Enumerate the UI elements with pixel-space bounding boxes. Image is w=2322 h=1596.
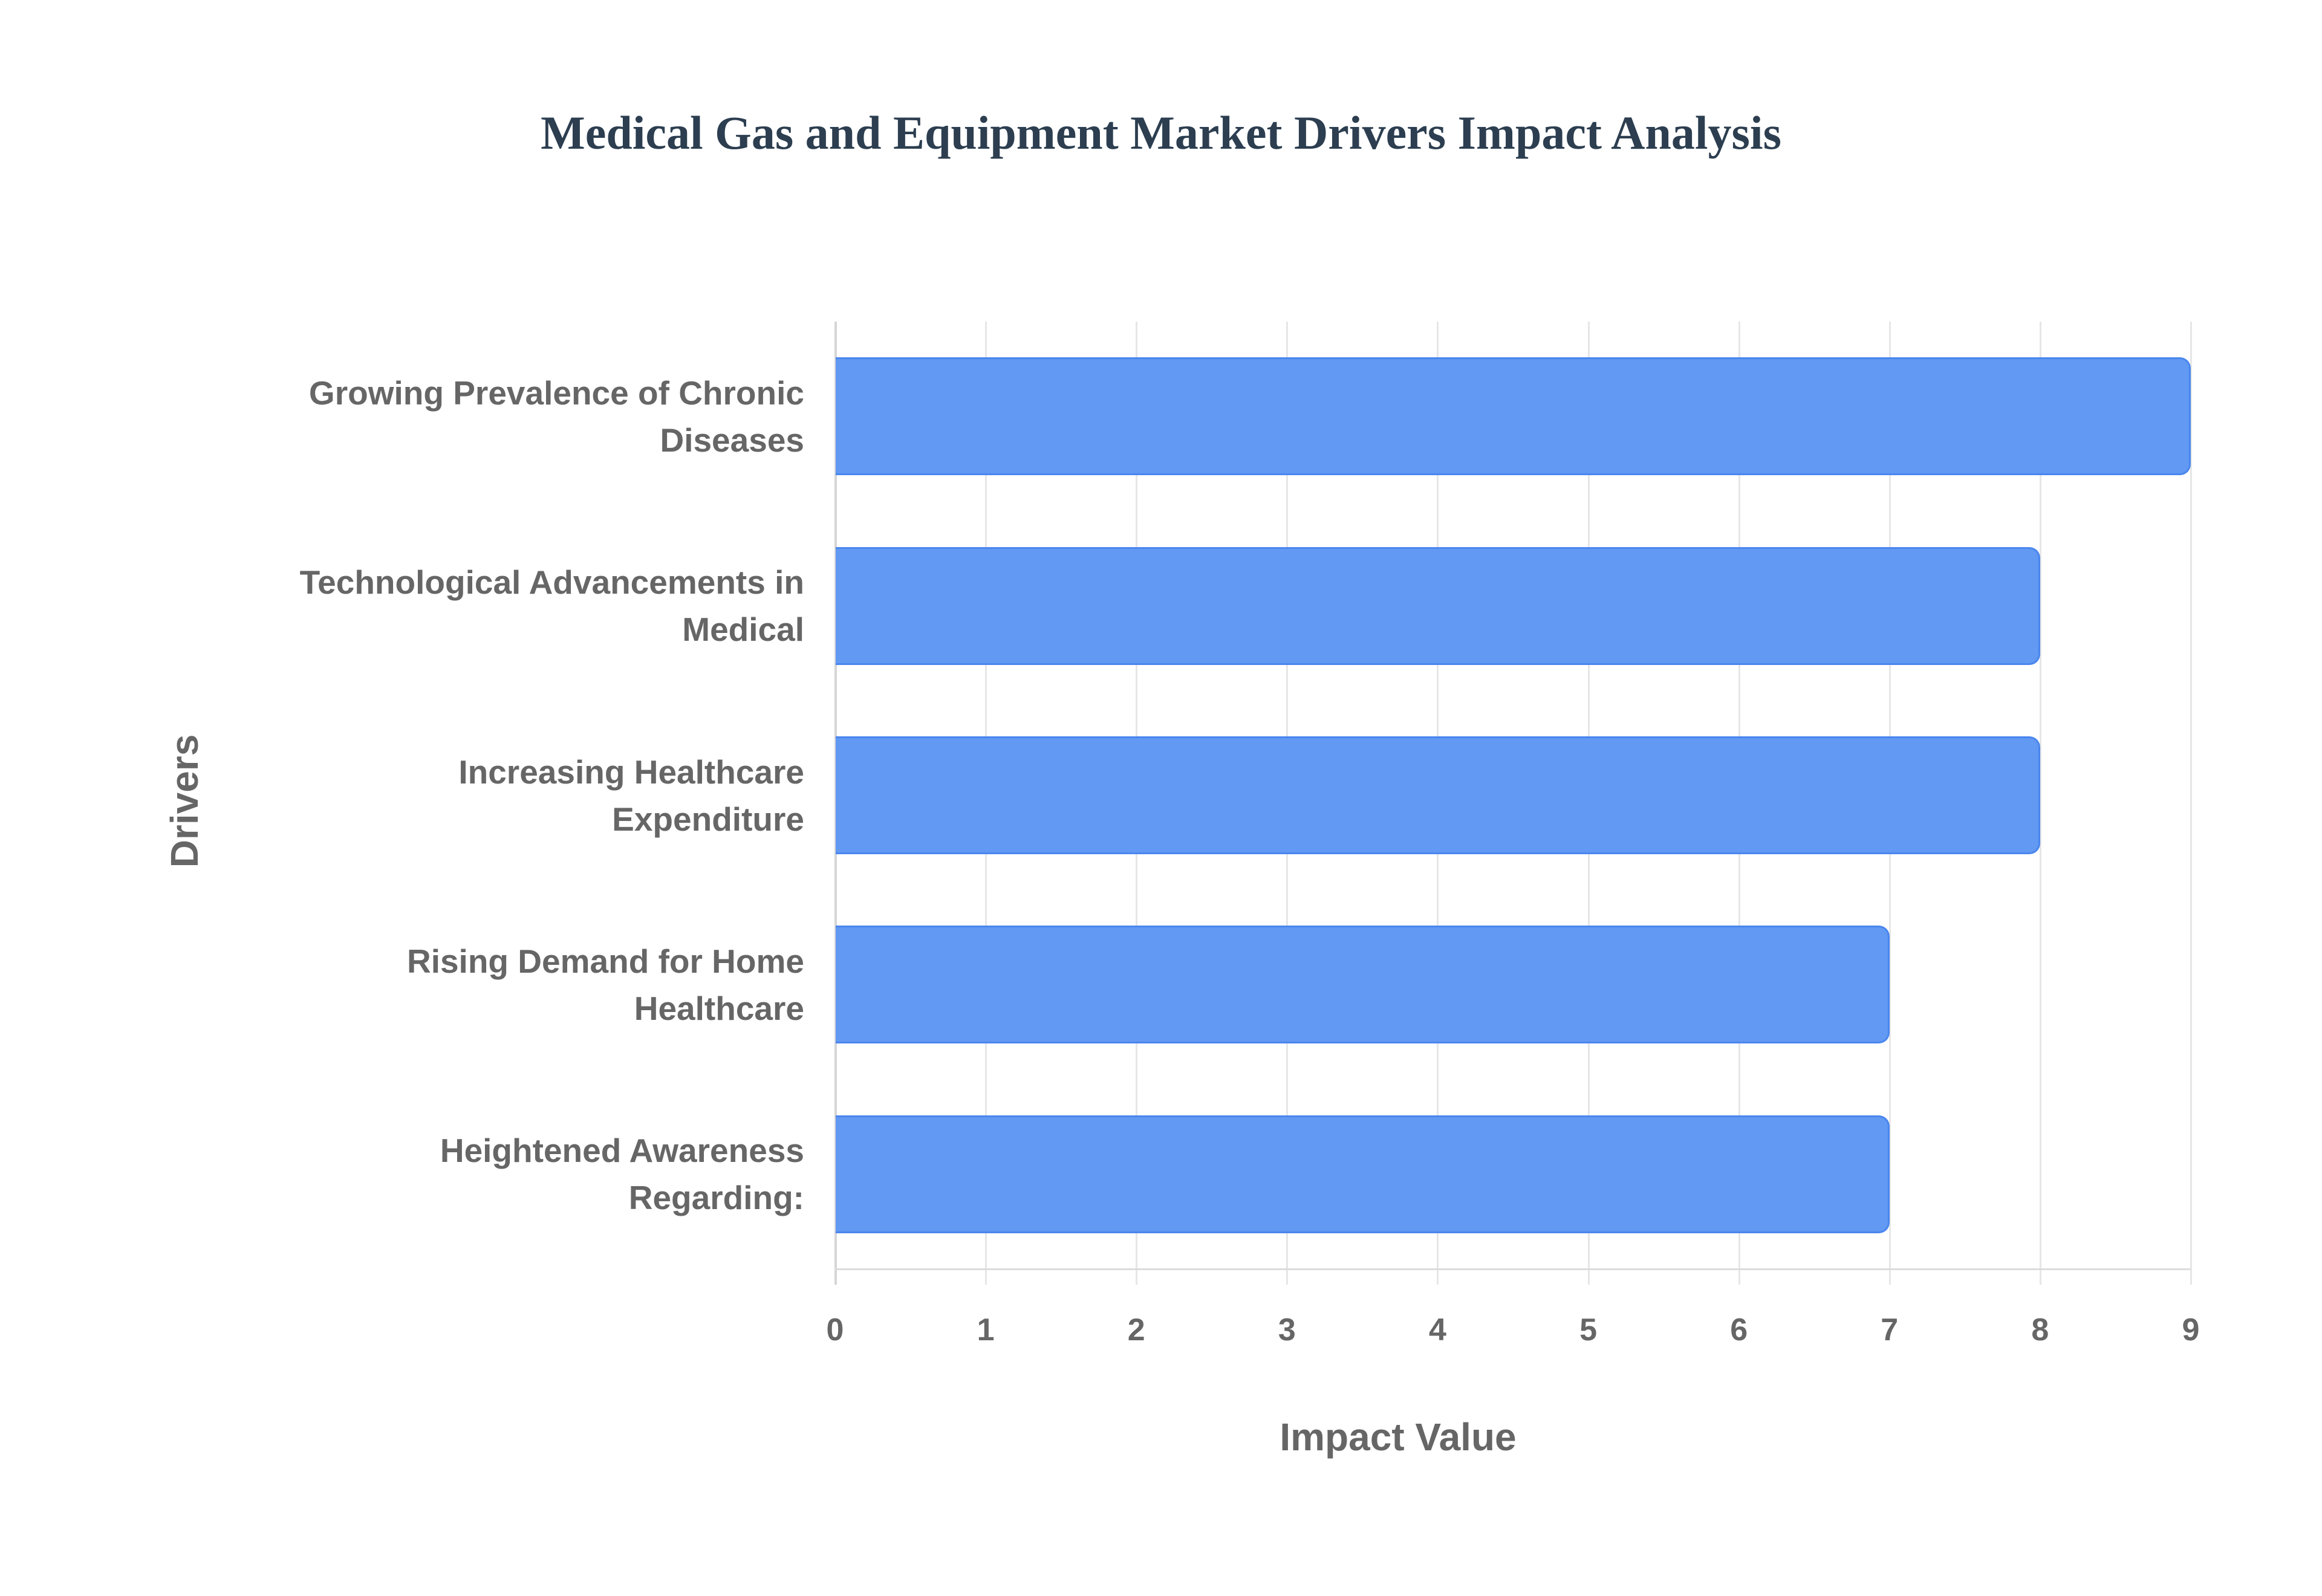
category-label-line: Heightened Awareness <box>440 1132 804 1170</box>
gridline <box>2190 322 2192 1285</box>
category-label-line: Technological Advancements in <box>299 563 804 602</box>
x-tick-label: 1 <box>977 1312 995 1348</box>
x-tick-label: 8 <box>2031 1312 2049 1348</box>
bar[interactable] <box>836 547 2040 665</box>
category-label-line: Growing Prevalence of Chronic <box>308 374 804 412</box>
y-category-label: Increasing Healthcare Expenditure <box>200 748 804 843</box>
x-tick-label: 2 <box>1127 1312 1145 1348</box>
x-tick-label: 6 <box>1730 1312 1748 1348</box>
category-label-line: Expenditure <box>612 800 804 838</box>
category-label-line: Diseases <box>660 421 804 459</box>
y-category-label: Growing Prevalence of Chronic Diseases <box>200 369 804 464</box>
category-label-line: Increasing Healthcare <box>458 753 804 791</box>
x-tick-label: 9 <box>2182 1312 2200 1348</box>
plot-area <box>834 322 2192 1285</box>
category-label-line: Regarding: <box>628 1179 804 1217</box>
x-axis-line <box>835 1268 2191 1270</box>
y-category-label: Technological Advancements in Medical <box>200 559 804 653</box>
bar[interactable] <box>836 736 2040 854</box>
category-label-line: Healthcare <box>634 989 804 1027</box>
category-label-line: Rising Demand for Home <box>406 942 804 980</box>
x-tick-label: 3 <box>1278 1312 1296 1348</box>
x-tick-label: 5 <box>1579 1312 1597 1348</box>
y-category-label: Heightened Awareness Regarding: <box>200 1127 804 1221</box>
bar[interactable] <box>836 926 1890 1044</box>
x-tick-label: 4 <box>1428 1312 1446 1348</box>
x-tick-label: 0 <box>826 1312 844 1348</box>
category-label-line: Medical <box>682 611 804 649</box>
x-axis-label: Impact Value <box>1280 1415 1517 1459</box>
bar[interactable] <box>836 1115 1890 1233</box>
bar[interactable] <box>836 357 2191 476</box>
y-category-label: Rising Demand for Home Healthcare <box>200 938 804 1032</box>
x-tick-label: 7 <box>1881 1312 1899 1348</box>
gridline <box>2039 322 2041 1285</box>
chart-title: Medical Gas and Equipment Market Drivers… <box>541 106 1781 159</box>
